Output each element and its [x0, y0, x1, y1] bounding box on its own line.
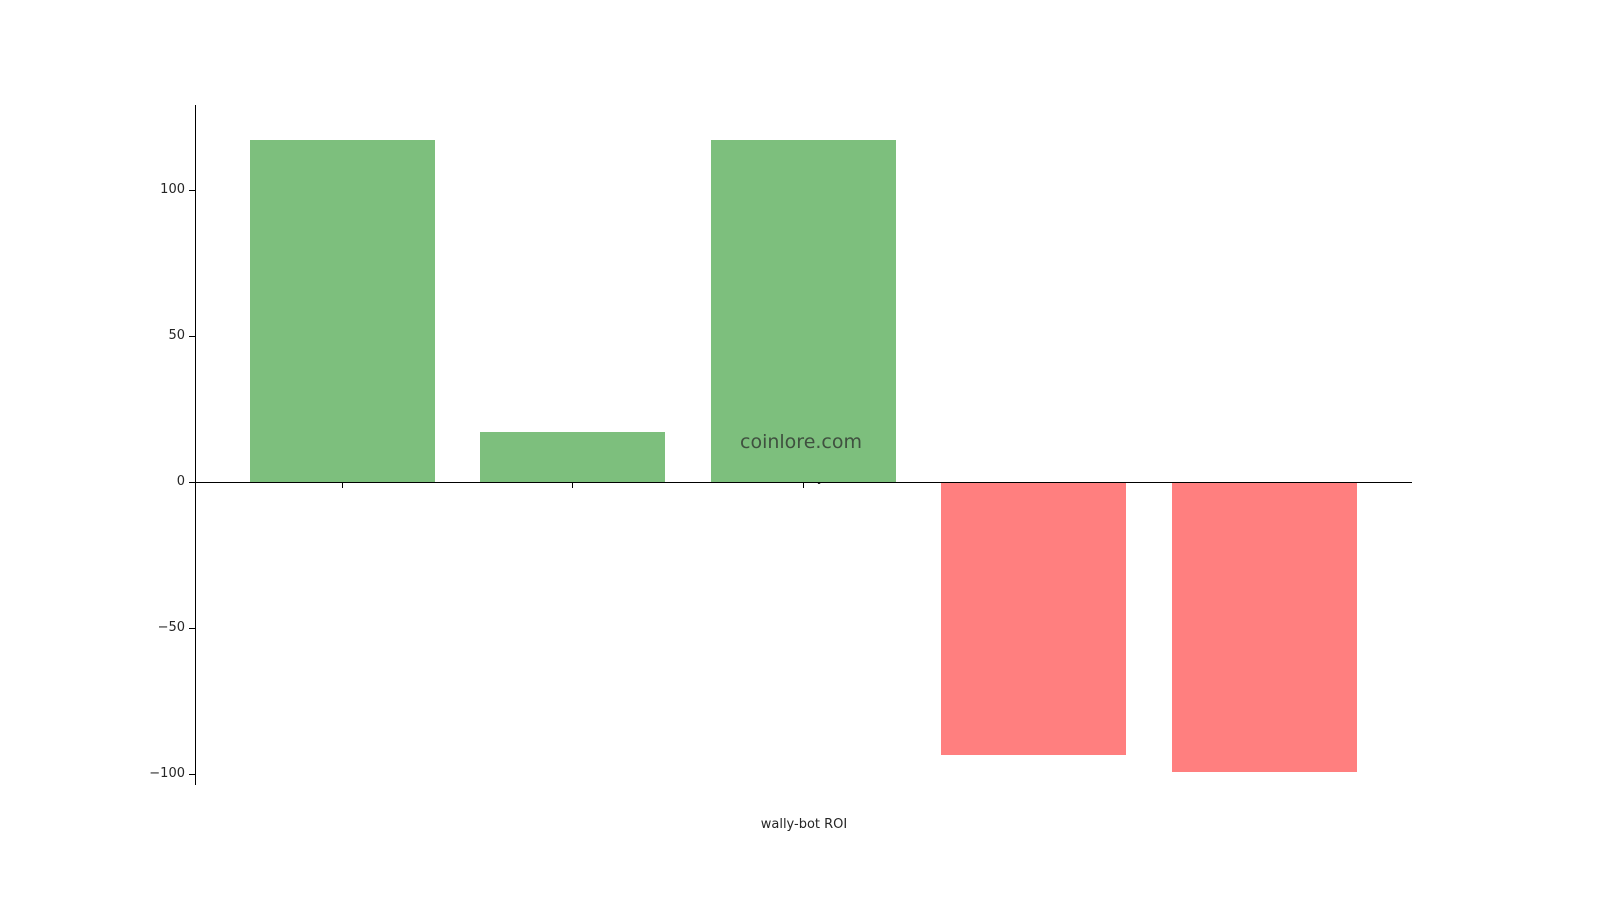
y-tick-mark — [189, 627, 195, 629]
x-tick-mark — [802, 482, 804, 488]
y-tick-label: 100 — [160, 182, 185, 197]
watermark-text: coinlore.com — [740, 431, 862, 453]
x-tick-mark — [572, 482, 573, 488]
x-tick-mark — [341, 482, 343, 488]
y-tick-label: 0 — [176, 474, 185, 489]
chart-title: wally-bot ROI — [760, 817, 848, 832]
roi-bar — [941, 483, 1126, 755]
roi-bar — [710, 140, 896, 482]
y-tick-label: −100 — [149, 766, 185, 781]
zero-axis-line — [195, 482, 1412, 483]
y-tick-mark — [189, 189, 195, 191]
y-axis-spine — [195, 105, 196, 785]
roi-bar — [1171, 483, 1357, 773]
y-tick-label: −50 — [157, 620, 185, 635]
y-tick-mark — [189, 335, 195, 337]
y-tick-mark — [189, 481, 195, 483]
y-tick-label: 50 — [168, 328, 185, 343]
y-tick-mark — [189, 773, 195, 775]
roi-bar — [249, 140, 435, 482]
roi-bar — [480, 432, 665, 482]
